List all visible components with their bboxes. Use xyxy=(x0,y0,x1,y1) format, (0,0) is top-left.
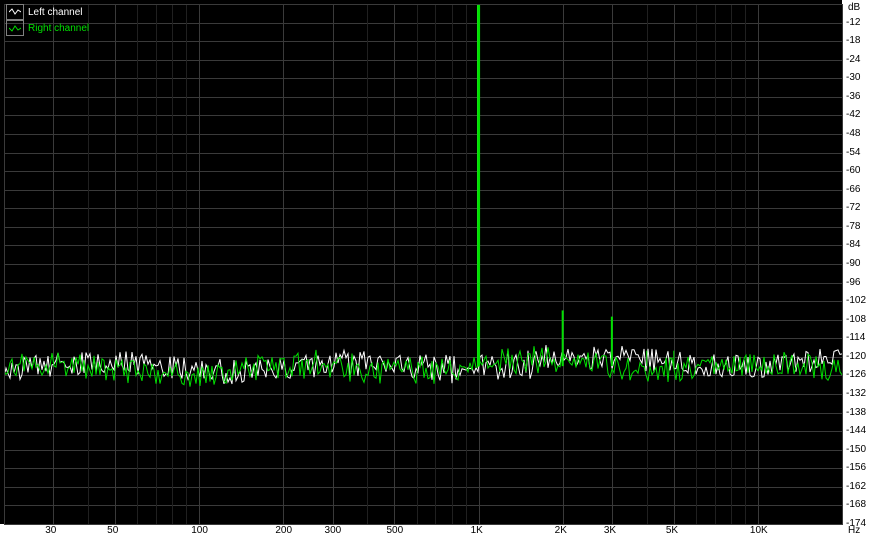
legend-label-right: Right channel xyxy=(28,23,89,34)
spectrum-svg xyxy=(0,0,877,538)
legend-item-left: Left channel xyxy=(6,4,89,20)
legend-label-left: Left channel xyxy=(28,7,83,18)
legend: Left channel Right channel xyxy=(6,4,89,36)
spectrum-trace xyxy=(4,346,842,387)
legend-swatch-left xyxy=(6,4,24,20)
legend-swatch-right xyxy=(6,20,24,36)
spectrum-analyzer: Left channel Right channel dB Hz -12-18-… xyxy=(0,0,877,538)
legend-item-right: Right channel xyxy=(6,20,89,36)
